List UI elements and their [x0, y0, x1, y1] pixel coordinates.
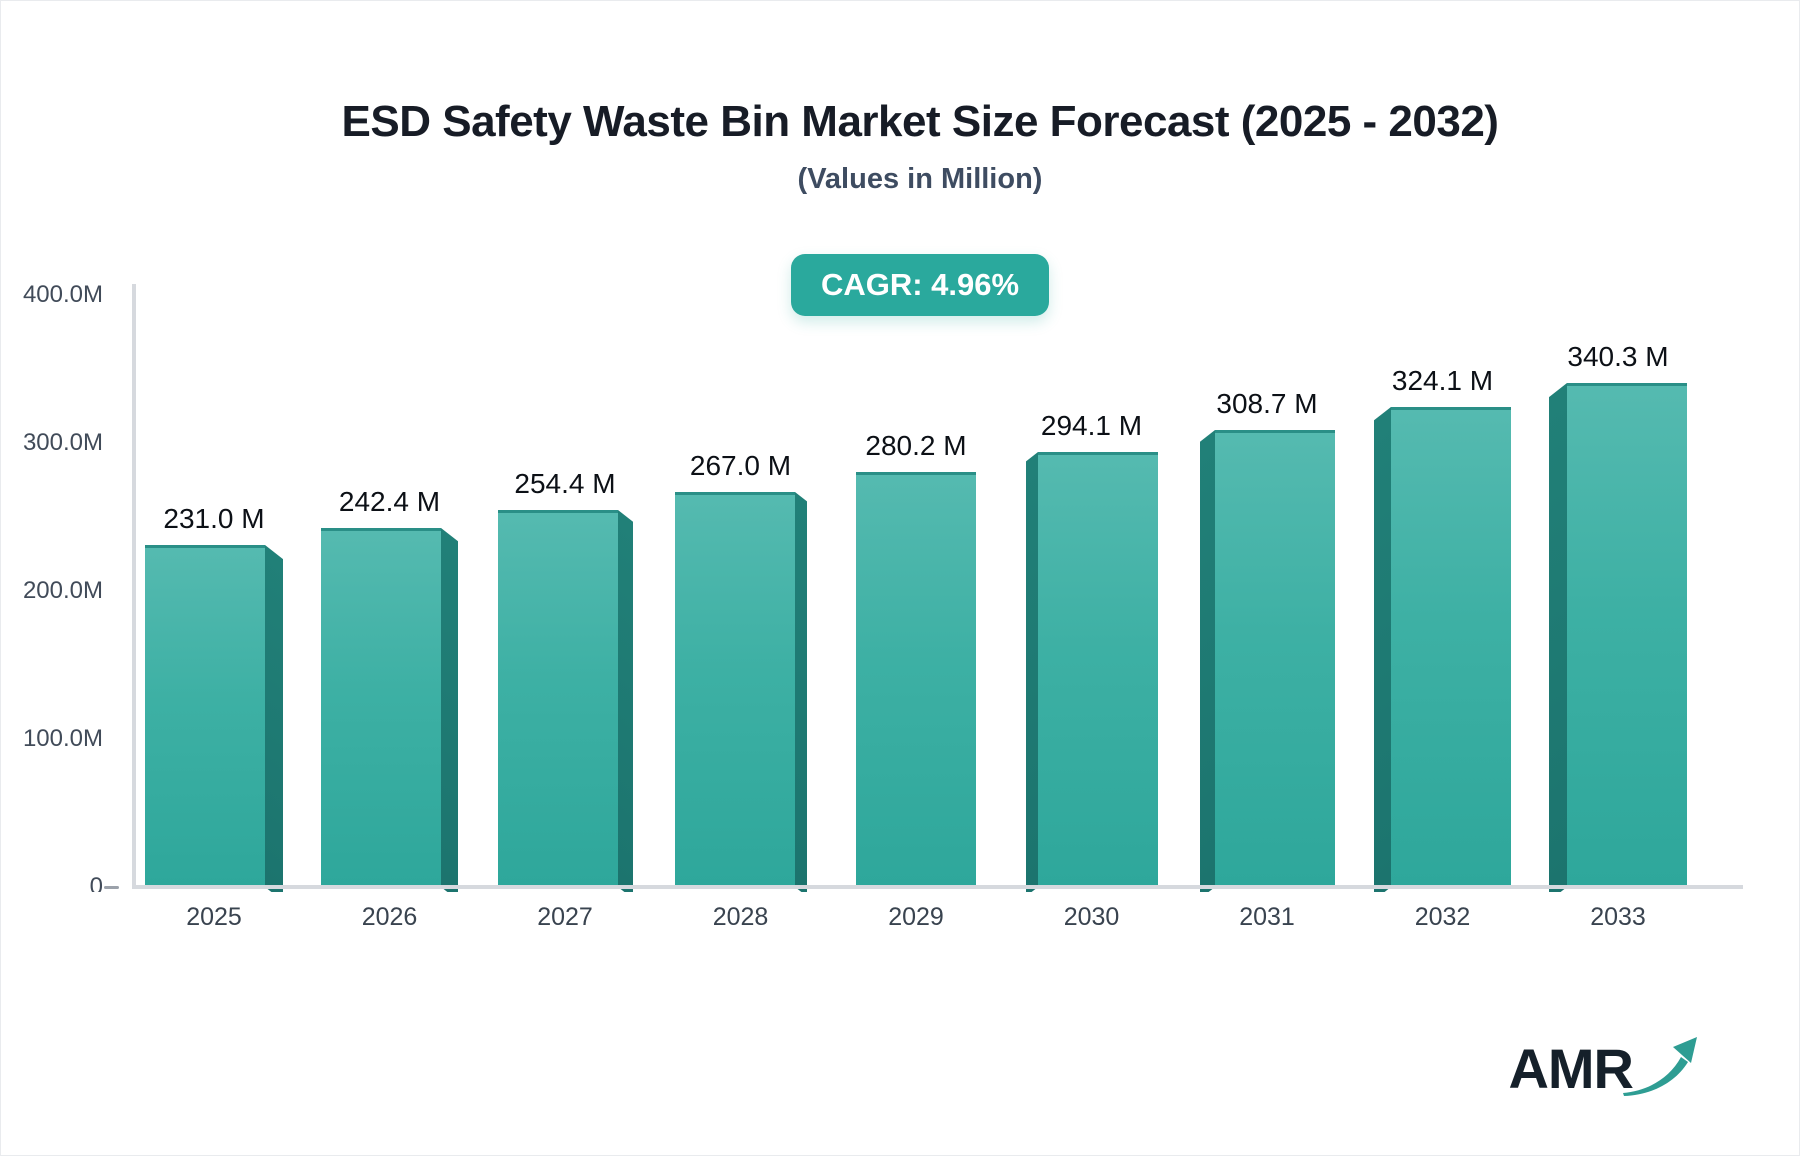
bar-face-2025[interactable] [145, 545, 265, 887]
y-axis-tick-label: 400.0M [22, 281, 103, 308]
bar-2032[interactable] [1374, 407, 1511, 892]
bar-face-2030[interactable] [1037, 451, 1158, 887]
cagr-badge: CAGR: 4.96% [790, 254, 1050, 316]
bar-value-label-2033: 340.3 M [1567, 341, 1669, 373]
chart-subtitle: (Values in Million) [797, 163, 1043, 195]
x-axis-label-2029: 2029 [888, 903, 944, 931]
bar-side-2028 [794, 491, 807, 892]
x-axis-label-2032: 2032 [1414, 903, 1471, 931]
bar-2029[interactable] [856, 472, 976, 887]
bar-face-2032[interactable] [1391, 407, 1511, 887]
bar-side-2033 [1549, 383, 1567, 892]
x-axis-label-2026: 2026 [361, 903, 418, 931]
chart-title: ESD Safety Waste Bin Market Size Forecas… [341, 97, 1499, 146]
x-axis-line [132, 885, 1743, 889]
bar-value-label-2027: 254.4 M [514, 468, 616, 500]
bar-2028[interactable] [674, 491, 807, 892]
bar-value-label-2031: 308.7 M [1216, 388, 1318, 420]
bar-2026[interactable] [321, 528, 458, 892]
bar-face-2031[interactable] [1214, 430, 1335, 887]
bar-value-label-2032: 324.1 M [1391, 365, 1494, 397]
x-axis-label-2025: 2025 [186, 903, 242, 931]
trend-up-arrow-icon [1623, 1037, 1697, 1096]
bar-value-label-2030: 294.1 M [1040, 409, 1143, 441]
amr-logo-text: AMR [1508, 1037, 1634, 1100]
bar-value-label-2026: 242.4 M [338, 486, 441, 518]
bar-side-2025 [265, 545, 283, 892]
bar-2033[interactable] [1549, 383, 1687, 892]
bar-side-2031 [1199, 430, 1215, 892]
bar-2030[interactable] [1025, 451, 1158, 892]
bar-face-2028[interactable] [674, 491, 795, 887]
x-axis-label-2027: 2027 [537, 903, 593, 931]
y-axis-tick-label: 100.0M [22, 725, 103, 752]
cagr-badge-band: CAGR: 4.96% [41, 254, 1799, 316]
bar-chart-plot-area: 400.0M 300.0M 200.0M 100.0M 0 231.0 M 242.4 M 2… [1, 1, 1800, 892]
x-axis-label-2031: 2031 [1239, 903, 1295, 931]
bar-face-2029[interactable] [856, 472, 976, 887]
bar-side-2027 [617, 510, 633, 892]
x-axis-label-2030: 2030 [1063, 903, 1120, 931]
y-axis-tick-label: 200.0M [22, 577, 103, 604]
bar-2027[interactable] [497, 510, 633, 892]
y-axis-line [132, 284, 136, 889]
bar-value-label-2028: 267.0 M [689, 449, 792, 481]
bar-face-2026[interactable] [321, 528, 441, 887]
bar-2025[interactable] [145, 545, 283, 892]
zero-tick-mark [104, 886, 119, 889]
bar-side-2032 [1374, 407, 1391, 892]
bar-2031[interactable] [1199, 430, 1335, 892]
bar-value-label-2025: 231.0 M [163, 503, 265, 535]
x-axis-label-2033: 2033 [1590, 903, 1646, 931]
bar-value-label-2029: 280.2 M [865, 430, 967, 462]
y-axis-tick-label: 0 [89, 873, 103, 892]
bar-face-2033[interactable] [1567, 383, 1687, 887]
y-axis-tick-label: 300.0M [22, 429, 103, 456]
amr-logo: AMR [1508, 1035, 1697, 1099]
bar-side-2030 [1025, 451, 1038, 892]
x-axis-label-2028: 2028 [712, 903, 769, 931]
bar-side-2026 [441, 528, 458, 892]
bar-face-2027[interactable] [497, 510, 618, 887]
